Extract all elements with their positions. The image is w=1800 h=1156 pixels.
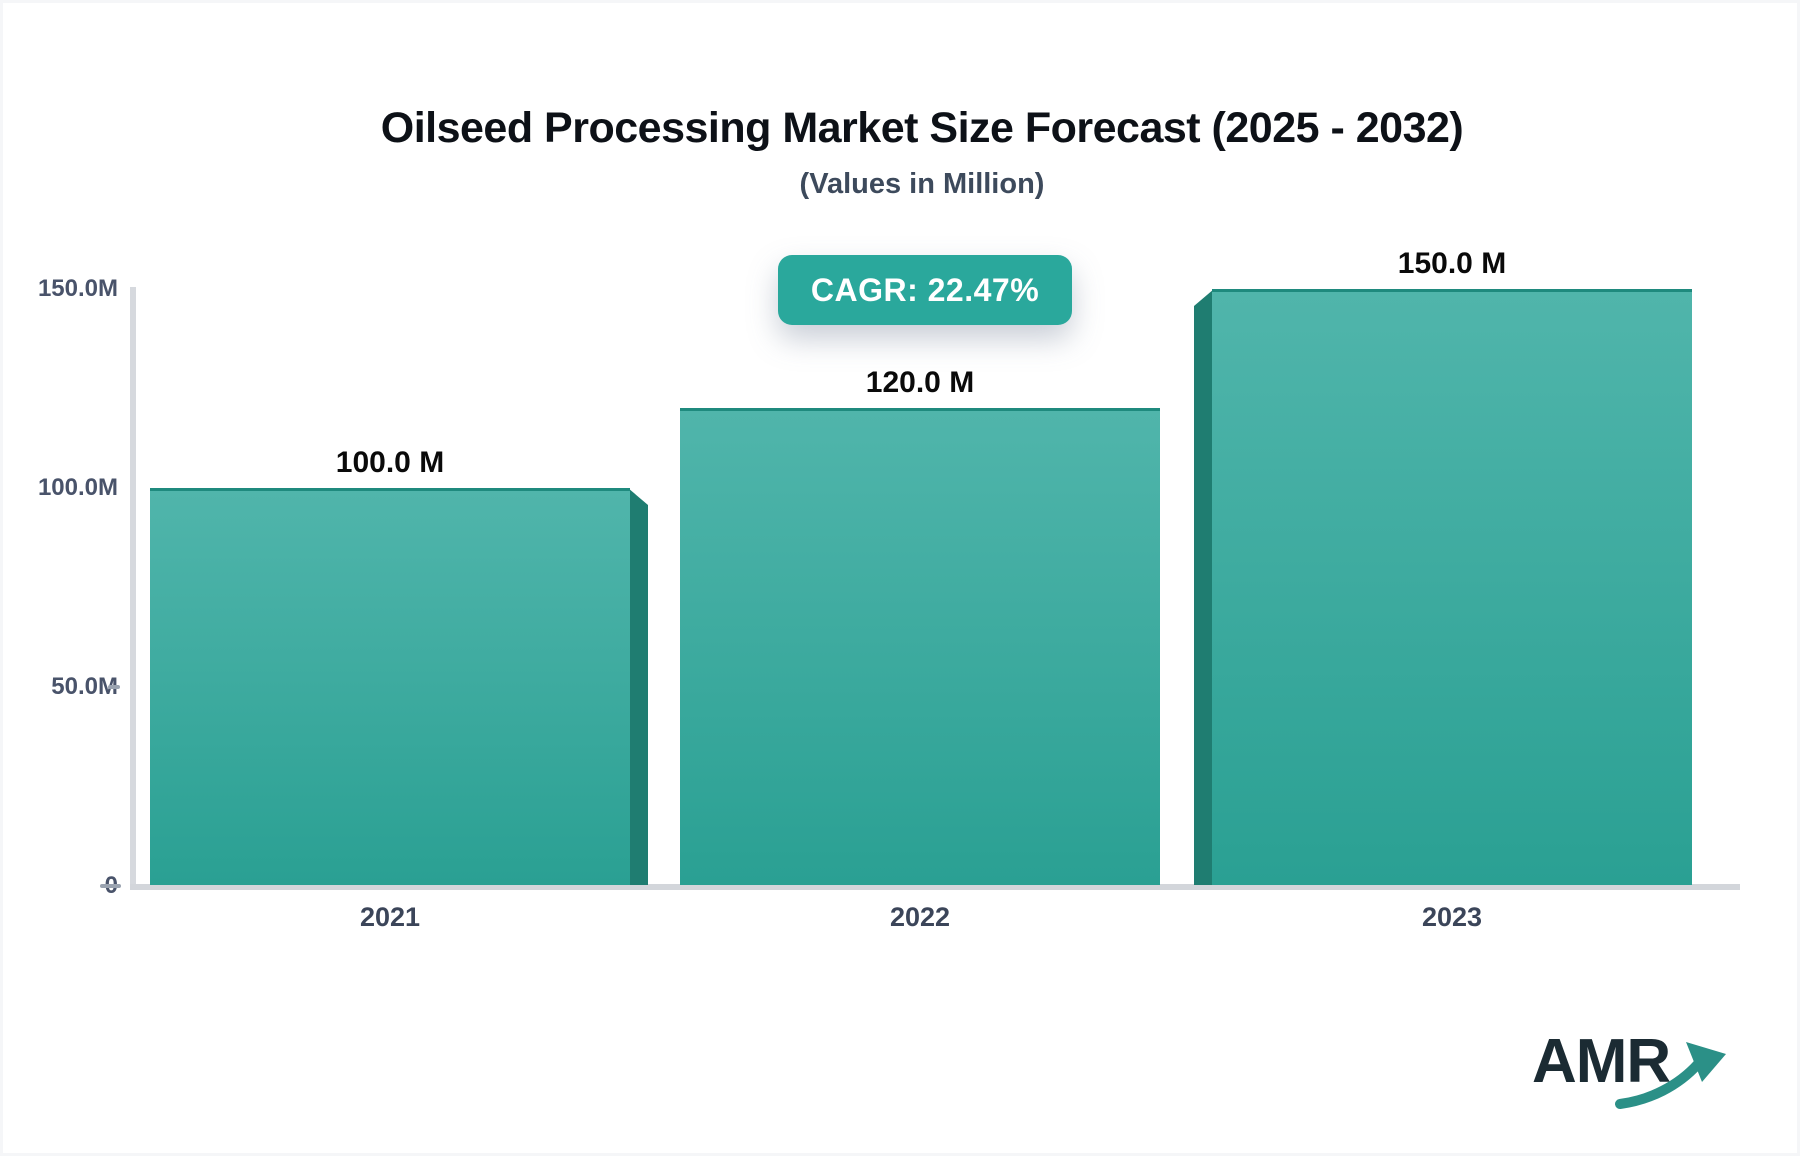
y-axis-tick-mark [108,685,120,689]
x-axis-baseline [130,884,1740,890]
y-axis-tick-mark [100,884,121,888]
x-axis-category-label: 2022 [889,902,951,932]
y-axis-line [130,287,136,890]
bar-3d-side [1194,289,1214,885]
bar-value-label: 150.0 M [1397,247,1507,280]
bar-value-label: 120.0 M [865,366,975,400]
bar-2022 [680,408,1160,885]
bar-value-label: 100.0 M [335,446,445,479]
chart-subtitle: (Values in Million) [799,168,1045,200]
growth-arrow-icon [1615,1042,1726,1109]
bar-3d-side [628,488,648,885]
y-axis-tick-label: 150.0M [37,275,118,302]
amr-logo-text: AMR [1532,1027,1671,1096]
chart-title: Oilseed Processing Market Size Forecast … [380,104,1464,152]
x-axis-category-label: 2023 [1421,902,1483,932]
bar-2023 [1212,289,1692,885]
cagr-badge: CAGR: 22.47% [778,255,1072,325]
bar-2021 [150,488,630,885]
amr-logo: AMR [1532,1026,1732,1110]
cagr-badge-label: CAGR: 22.47% [810,271,1040,308]
x-axis-category-label: 2021 [359,902,421,932]
y-axis-tick-label: 100.0M [37,474,118,501]
y-axis-tick-label: 50.0M [51,673,118,700]
